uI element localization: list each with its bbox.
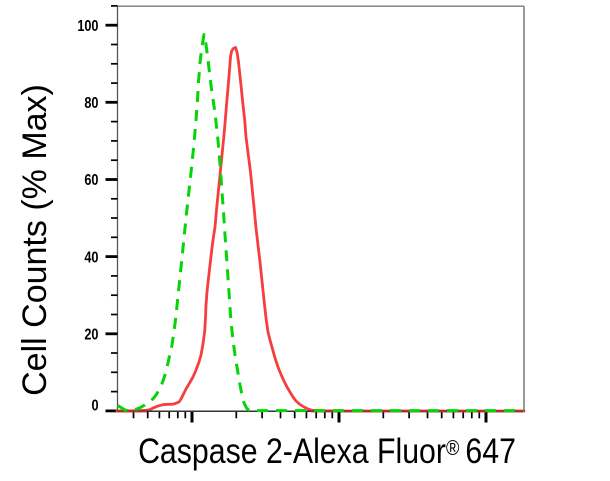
svg-text:80: 80: [84, 95, 98, 112]
svg-text:Cell Counts (% Max): Cell Counts (% Max): [16, 84, 54, 396]
svg-text:20: 20: [84, 326, 98, 343]
svg-text:40: 40: [84, 249, 98, 266]
svg-text:Caspase 2-Alexa Fluor® 647: Caspase 2-Alexa Fluor® 647: [138, 431, 516, 471]
svg-text:0: 0: [91, 397, 98, 414]
svg-text:100: 100: [77, 18, 98, 35]
svg-text:60: 60: [84, 172, 98, 189]
